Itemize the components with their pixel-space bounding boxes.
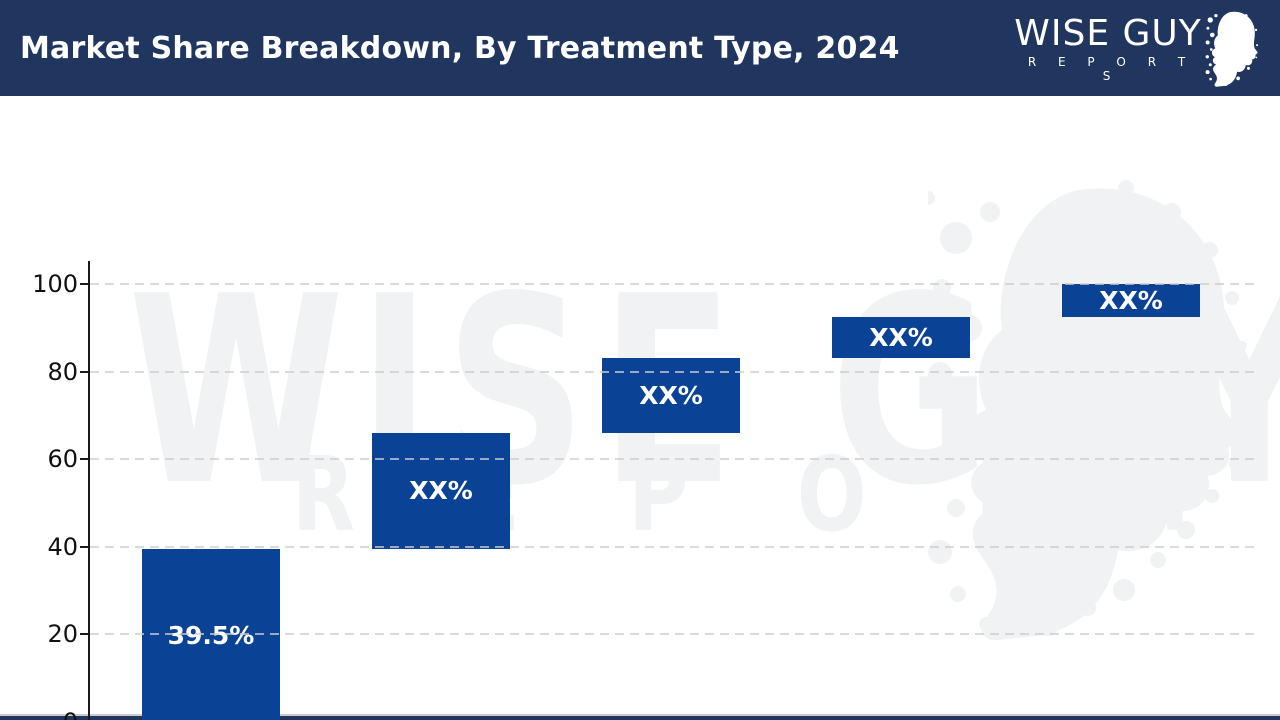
gridline-100 [90,283,1257,285]
plot-area: 02040608010039.5%In VitroFertilizationXX… [0,96,1280,720]
y-tick-mark [80,283,88,285]
bar-value-label: XX% [1099,285,1163,315]
y-tick-label: 20 [47,620,78,648]
bar-value-label: XX% [409,476,473,506]
bar-value-label: XX% [869,323,933,353]
logo-sub-text: R E P O R T S [1027,55,1195,83]
gridline-40 [90,545,1257,548]
bar-4: XX% [832,316,970,359]
y-axis-line [88,261,90,720]
logo-name-text: WISE GUY [1014,13,1202,54]
bar-value-label: XX% [639,381,703,411]
bar-2: XX% [372,432,510,549]
y-tick-label: 80 [47,357,78,386]
wiseguy-logo: WISE GUY R E P O R T S [1014,8,1266,90]
gridline-60 [90,458,1257,460]
y-tick-mark [80,545,88,548]
y-tick-mark [80,633,88,635]
footer-bar [0,716,1280,720]
y-tick-label: 100 [32,270,78,298]
footer-divider [0,714,1280,716]
y-tick-label: 0 [14,708,78,720]
bar-5: XX% [1062,284,1200,317]
gridline-20 [90,633,1257,635]
logo-wordmark: WISE GUY R E P O R T S [1014,13,1202,84]
header: Market Share Breakdown, By Treatment Typ… [0,0,1280,96]
y-tick-label: 40 [47,532,78,561]
y-tick-mark [80,370,88,373]
y-tick-label: 60 [47,445,78,473]
logo-face-icon [1205,11,1259,87]
y-tick-mark [80,458,88,460]
page-title: Market Share Breakdown, By Treatment Typ… [20,30,900,66]
bar-value-label: 39.5% [167,620,255,650]
gridline-80 [90,370,1257,373]
